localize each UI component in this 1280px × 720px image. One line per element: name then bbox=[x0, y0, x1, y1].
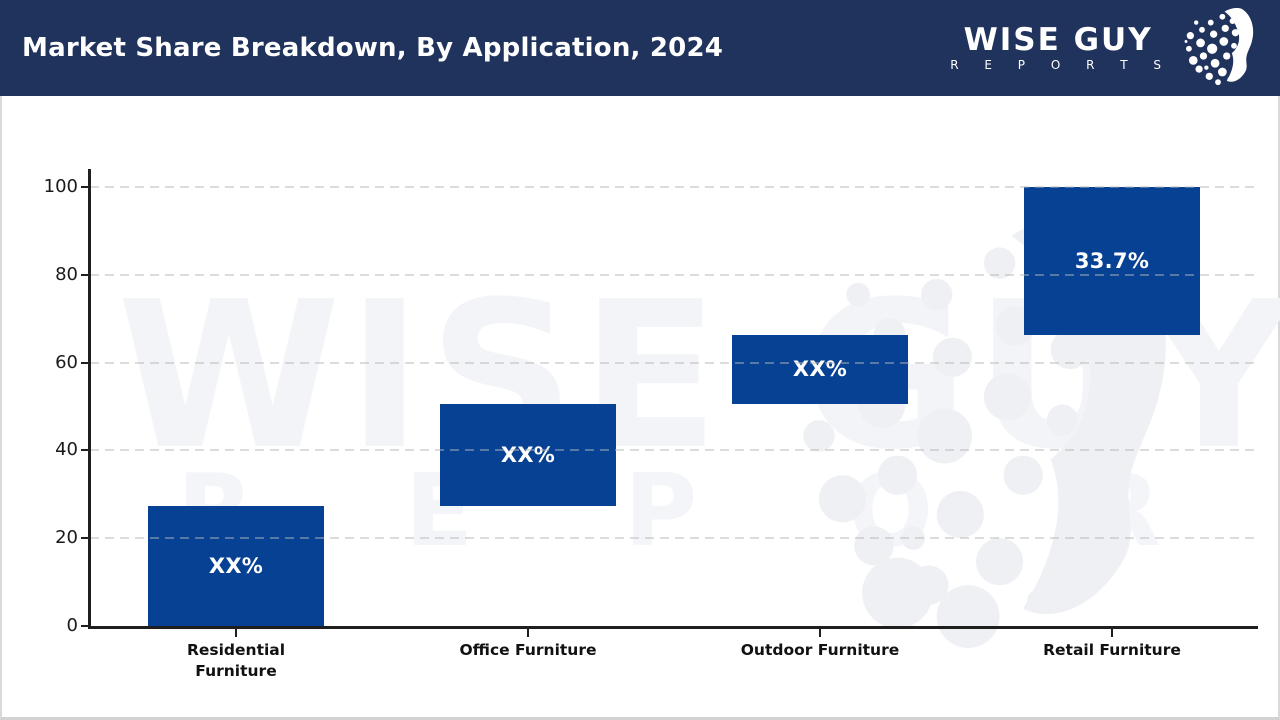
bar-segment: XX% bbox=[148, 506, 324, 626]
x-axis-tick-mark bbox=[235, 629, 237, 637]
gridline bbox=[90, 273, 1258, 276]
x-axis-tick-mark bbox=[819, 629, 821, 637]
gridline bbox=[90, 449, 1258, 452]
page-title: Market Share Breakdown, By Application, … bbox=[22, 33, 724, 63]
y-axis-tick-mark bbox=[81, 273, 90, 276]
gridline bbox=[90, 186, 1258, 188]
category-label: Office Furniture bbox=[459, 641, 597, 659]
y-axis-tick-label: 60 bbox=[55, 351, 78, 373]
y-axis-tick-mark bbox=[81, 186, 90, 188]
y-axis-tick-label: 20 bbox=[55, 527, 78, 549]
bar-segment: XX% bbox=[732, 334, 908, 404]
x-axis-tick-mark bbox=[1111, 629, 1113, 637]
bar-value-label: XX% bbox=[208, 554, 264, 579]
bar-value-label: 33.7% bbox=[1074, 248, 1150, 273]
y-axis-tick-mark bbox=[81, 361, 90, 364]
y-axis-line bbox=[88, 169, 91, 628]
waterfall-chart: XX% XX% XX% 33.7% 0 20 40 60 80 100 Residential Fu… bbox=[2, 96, 1280, 720]
bar-value-label: XX% bbox=[500, 443, 556, 467]
y-axis-tick-mark bbox=[81, 449, 90, 452]
category-label: Outdoor Furniture bbox=[740, 641, 900, 659]
logo-wordmark: WISE GUY R E P O R T S bbox=[944, 24, 1172, 73]
y-axis-tick-mark bbox=[81, 625, 90, 627]
gridline bbox=[90, 361, 1258, 364]
logo-face-dots-icon bbox=[1184, 8, 1254, 86]
logo-line1: WISE GUY bbox=[963, 21, 1153, 58]
logo-line2: R E P O R T S bbox=[950, 58, 1172, 73]
y-axis-tick-label: 40 bbox=[55, 439, 78, 461]
y-axis-tick-mark bbox=[81, 537, 90, 540]
x-axis-line bbox=[88, 626, 1258, 629]
bar-value-label: XX% bbox=[792, 357, 848, 382]
category-label: Retail Furniture bbox=[1043, 641, 1181, 659]
y-axis-tick-label: 100 bbox=[43, 176, 78, 197]
gridline bbox=[90, 537, 1258, 540]
x-axis-tick-mark bbox=[527, 629, 529, 637]
header-bar: Market Share Breakdown, By Application, … bbox=[0, 0, 1280, 96]
bar-segment: XX% bbox=[440, 403, 616, 507]
category-label: Residential Furniture bbox=[186, 641, 286, 680]
y-axis-tick-label: 0 bbox=[66, 615, 78, 636]
wise-guy-logo: WISE GUY R E P O R T S bbox=[944, 8, 1260, 88]
y-axis-tick-label: 80 bbox=[55, 263, 78, 285]
bar-segment: 33.7% bbox=[1024, 187, 1200, 335]
